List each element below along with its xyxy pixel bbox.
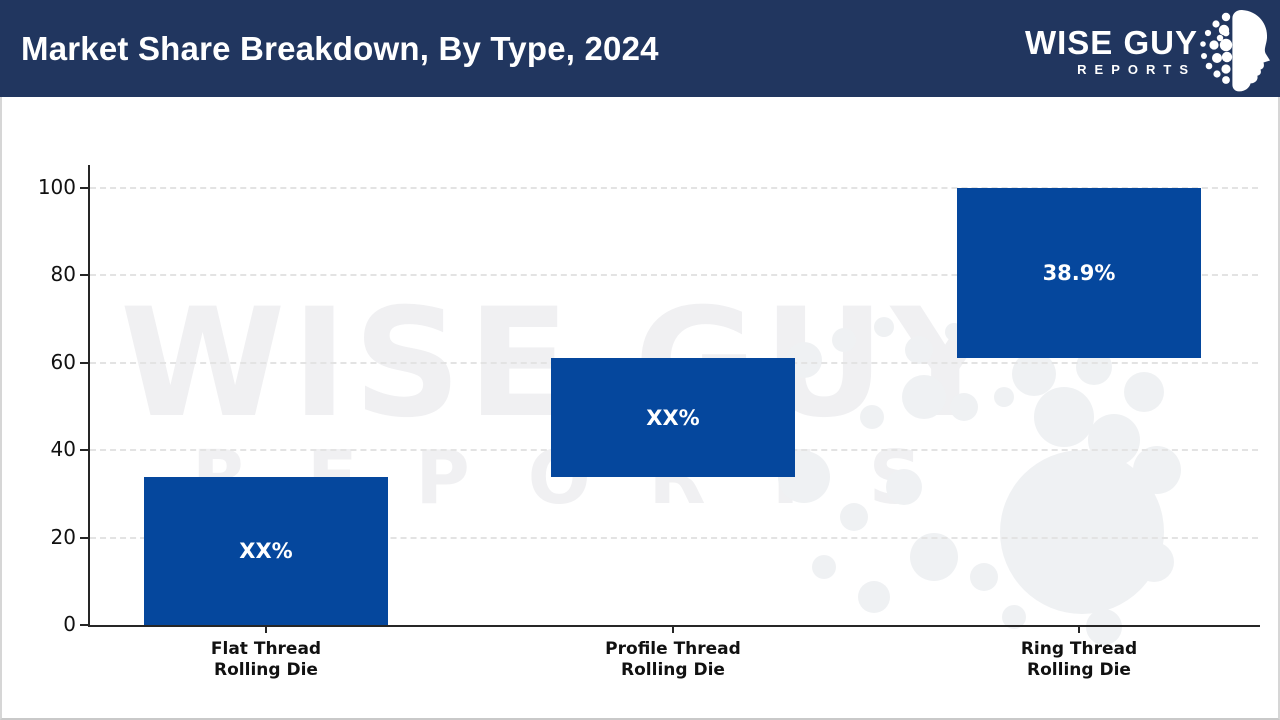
- category-label: Ring Thread Rolling Die: [957, 639, 1201, 681]
- dotted-face-icon: [1200, 9, 1270, 92]
- gridline: [90, 187, 1258, 189]
- x-tick-mark: [672, 627, 674, 633]
- y-tick-mark: [80, 449, 88, 452]
- x-tick-mark: [265, 627, 267, 633]
- y-tick-mark: [80, 187, 88, 189]
- gridline: [90, 536, 1258, 539]
- category-label: Profile Thread Rolling Die: [551, 639, 795, 681]
- category-label-line: Rolling Die: [621, 660, 725, 680]
- title-bar: Market Share Breakdown, By Type, 2024 WI…: [0, 0, 1280, 97]
- bar-value-label: XX%: [646, 405, 700, 430]
- bar: XX%: [551, 357, 795, 478]
- x-tick-mark: [1078, 627, 1080, 633]
- brand-logo: WISE GUY REPORTS: [1020, 0, 1270, 97]
- page-title: Market Share Breakdown, By Type, 2024: [21, 29, 659, 67]
- y-tick-mark: [80, 274, 88, 277]
- bar-value-label: XX%: [239, 539, 293, 564]
- category-label-line: Flat Thread: [210, 639, 322, 659]
- y-tick-label: 60: [50, 349, 76, 374]
- y-tick-label: 20: [50, 524, 76, 549]
- category-label-line: Rolling Die: [1027, 660, 1131, 680]
- category-label: Flat Thread Rolling Die: [144, 639, 388, 681]
- logo-sub-text: REPORTS: [1077, 62, 1196, 77]
- logo-brand-text: WISE GUY: [1024, 24, 1198, 61]
- gridline: [90, 274, 1258, 277]
- bar-value-label: 38.9%: [1042, 260, 1116, 285]
- chart-area: WISE GUY REPORTS 0 20 40 60 80 100 XX% Flat Thr…: [0, 97, 1280, 720]
- y-tick-mark: [80, 361, 88, 364]
- y-axis-line: [88, 165, 90, 627]
- x-axis-line: [88, 625, 1260, 627]
- y-tick-mark: [80, 624, 88, 626]
- bar: 38.9%: [957, 188, 1201, 358]
- y-tick-label: 80: [50, 262, 76, 287]
- category-label-line: Rolling Die: [214, 660, 318, 680]
- category-label-line: Profile Thread: [605, 639, 741, 659]
- y-tick-label: 40: [50, 437, 76, 462]
- y-tick-label: 100: [37, 175, 76, 199]
- bar: XX%: [144, 477, 388, 625]
- y-tick-label: 0: [63, 612, 76, 636]
- category-label-line: Ring Thread: [1020, 639, 1138, 659]
- y-tick-mark: [80, 536, 88, 539]
